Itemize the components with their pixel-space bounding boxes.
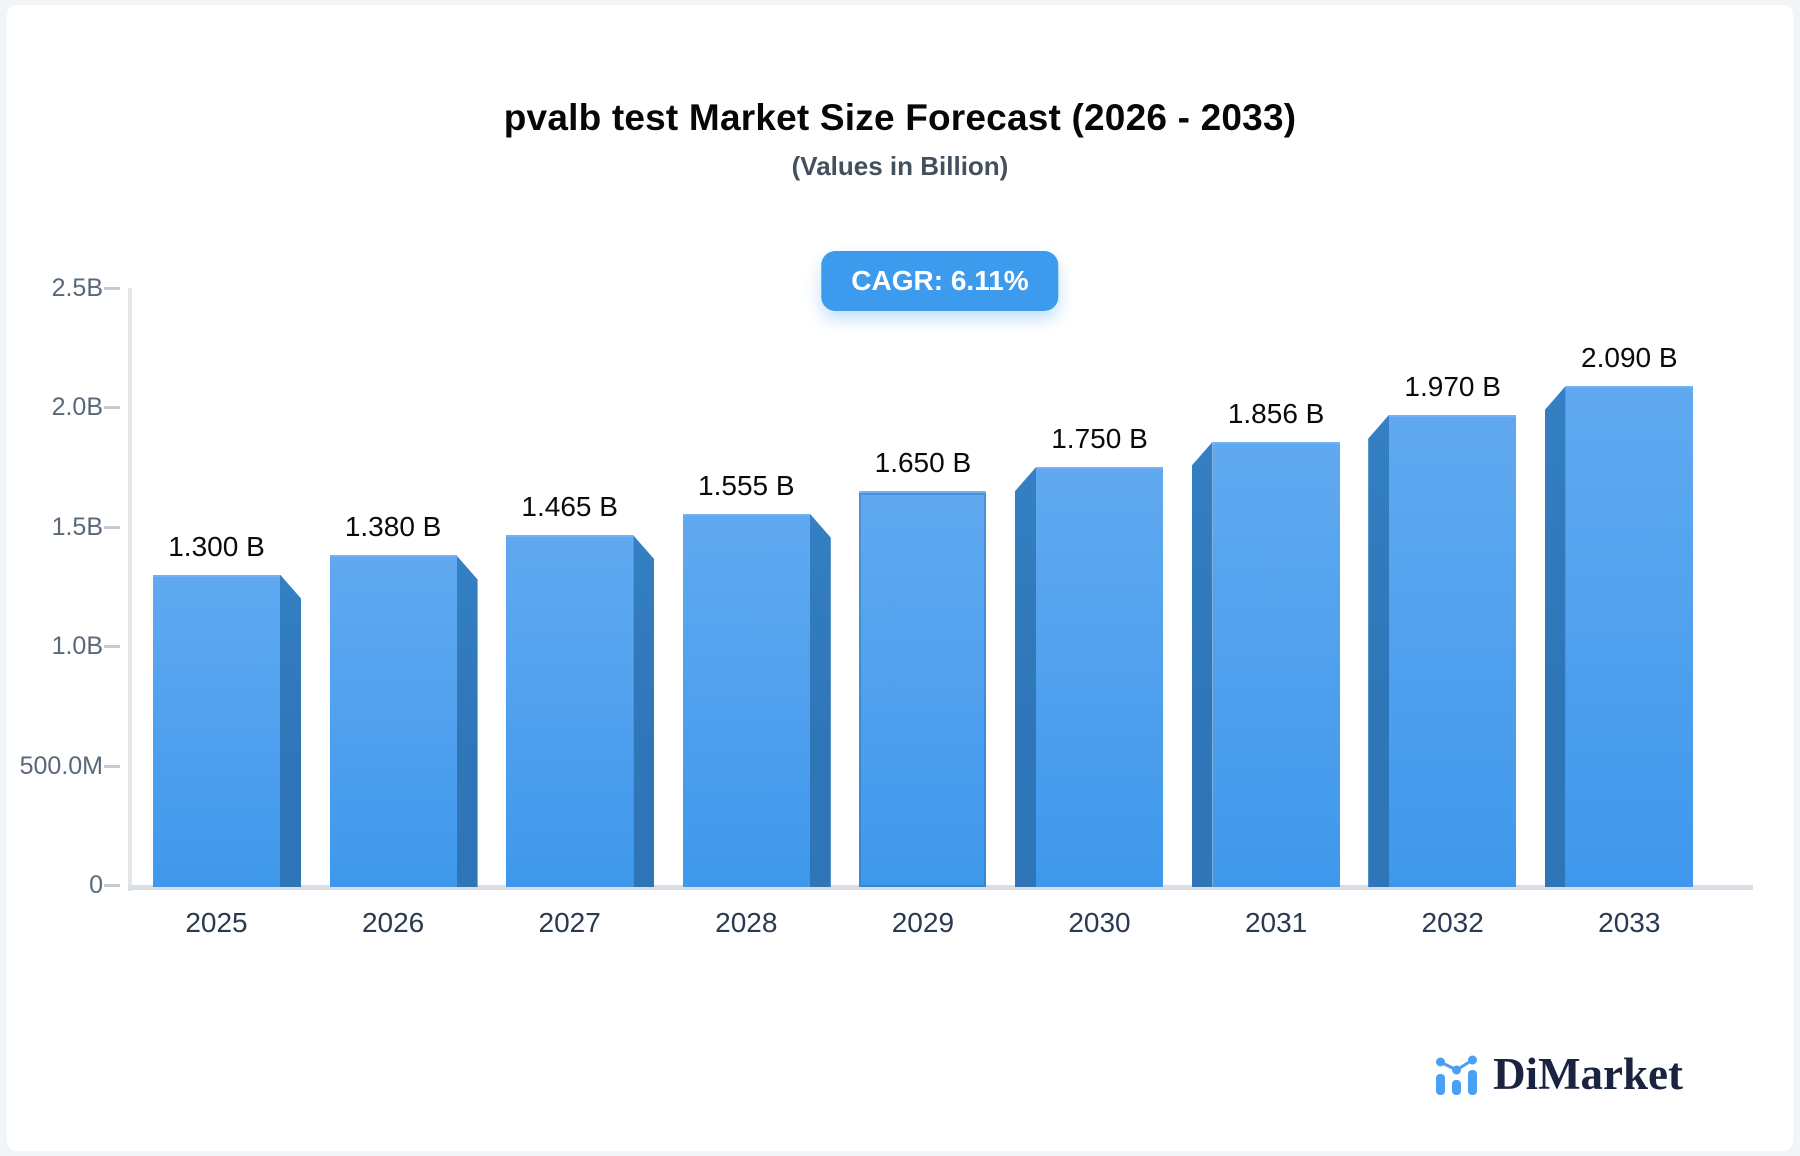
bar-value-label: 1.970 B (1404, 370, 1501, 402)
bar-face (859, 490, 987, 887)
x-axis-category-label: 2030 (1068, 907, 1131, 938)
bar-2028[interactable] (682, 513, 831, 887)
x-axis-category-label: 2025 (185, 907, 248, 938)
bar-2032[interactable] (1368, 414, 1517, 887)
bar-2026[interactable] (329, 555, 478, 887)
cagr-badge: CAGR: 6.11% (821, 251, 1059, 311)
x-axis-category-label: 2029 (891, 907, 955, 938)
bar-2031[interactable] (1191, 441, 1340, 887)
bar-2025[interactable] (153, 574, 301, 887)
bar-value-label: 1.650 B (874, 446, 972, 478)
bar-value-label: 1.300 B (168, 530, 265, 562)
bar-chart-trend-icon (1436, 1055, 1478, 1095)
x-axis-category-label: 2027 (538, 907, 601, 938)
chart-subtitle: (Values in Billion) (791, 151, 1009, 181)
brand-name: DiMarket (1493, 1049, 1683, 1099)
y-axis-tick (104, 884, 120, 887)
y-axis-tick (104, 764, 120, 768)
bar-side-face (280, 574, 301, 887)
bar-face (1389, 414, 1517, 887)
y-axis-tick (104, 525, 120, 529)
bar-value-label: 1.465 B (521, 491, 618, 523)
bar-face (329, 555, 457, 887)
bar-face (506, 535, 634, 887)
y-axis-tick-label: 2.5B (51, 274, 103, 302)
y-axis-tick (104, 406, 120, 410)
bar-face (1212, 441, 1340, 887)
y-axis-tick-label: 1.0B (51, 632, 103, 661)
bar-value-label: 1.856 B (1227, 397, 1325, 429)
chart-card: pvalb test Market Size Forecast (2026 - … (7, 5, 1793, 1151)
x-axis-category-label: 2032 (1421, 907, 1484, 938)
x-axis-category-label: 2033 (1598, 907, 1661, 938)
bar-face (682, 513, 810, 887)
bar-face (153, 574, 280, 887)
bar-side-face (1368, 414, 1390, 887)
y-axis-tick-label: 2.0B (51, 393, 103, 422)
bar-2030[interactable] (1015, 467, 1163, 887)
bar-chart-plot: 0 500.0M 1.0B 1.5B 2.0B 2.5B 1.300 B 2025 1.380 … (7, 5, 1793, 1151)
bar-2029[interactable] (859, 490, 987, 887)
y-axis-tick (104, 287, 120, 290)
brand-logo: DiMarket (1434, 1052, 1683, 1097)
x-axis-category-label: 2031 (1244, 907, 1308, 938)
bar-2033[interactable] (1544, 385, 1693, 887)
bar-2027[interactable] (506, 535, 655, 887)
y-axis-tick-label: 0 (89, 871, 103, 899)
bar-face (1565, 385, 1693, 887)
chart-title: pvalb test Market Size Forecast (2026 - … (503, 97, 1297, 138)
y-axis-tick (104, 645, 120, 649)
bar-value-label: 1.555 B (698, 469, 795, 501)
bar-side-face (1544, 385, 1566, 887)
x-axis-category-label: 2028 (715, 907, 778, 938)
y-axis-tick-label: 500.0M (19, 751, 103, 780)
y-axis-line (128, 288, 132, 891)
bar-side-face (1191, 441, 1213, 887)
bar-side-face (809, 513, 831, 887)
bar-value-label: 1.380 B (344, 511, 442, 543)
bar-face (1036, 467, 1163, 887)
y-axis-tick-label: 1.5B (51, 512, 103, 541)
x-axis-category-label: 2026 (361, 907, 425, 938)
bar-side-face (633, 535, 655, 887)
bar-side-face (1015, 467, 1036, 887)
bar-value-label: 2.090 B (1581, 341, 1678, 373)
x-axis-baseline (128, 885, 1753, 890)
bar-side-face (456, 555, 478, 887)
bar-value-label: 1.750 B (1051, 423, 1148, 455)
